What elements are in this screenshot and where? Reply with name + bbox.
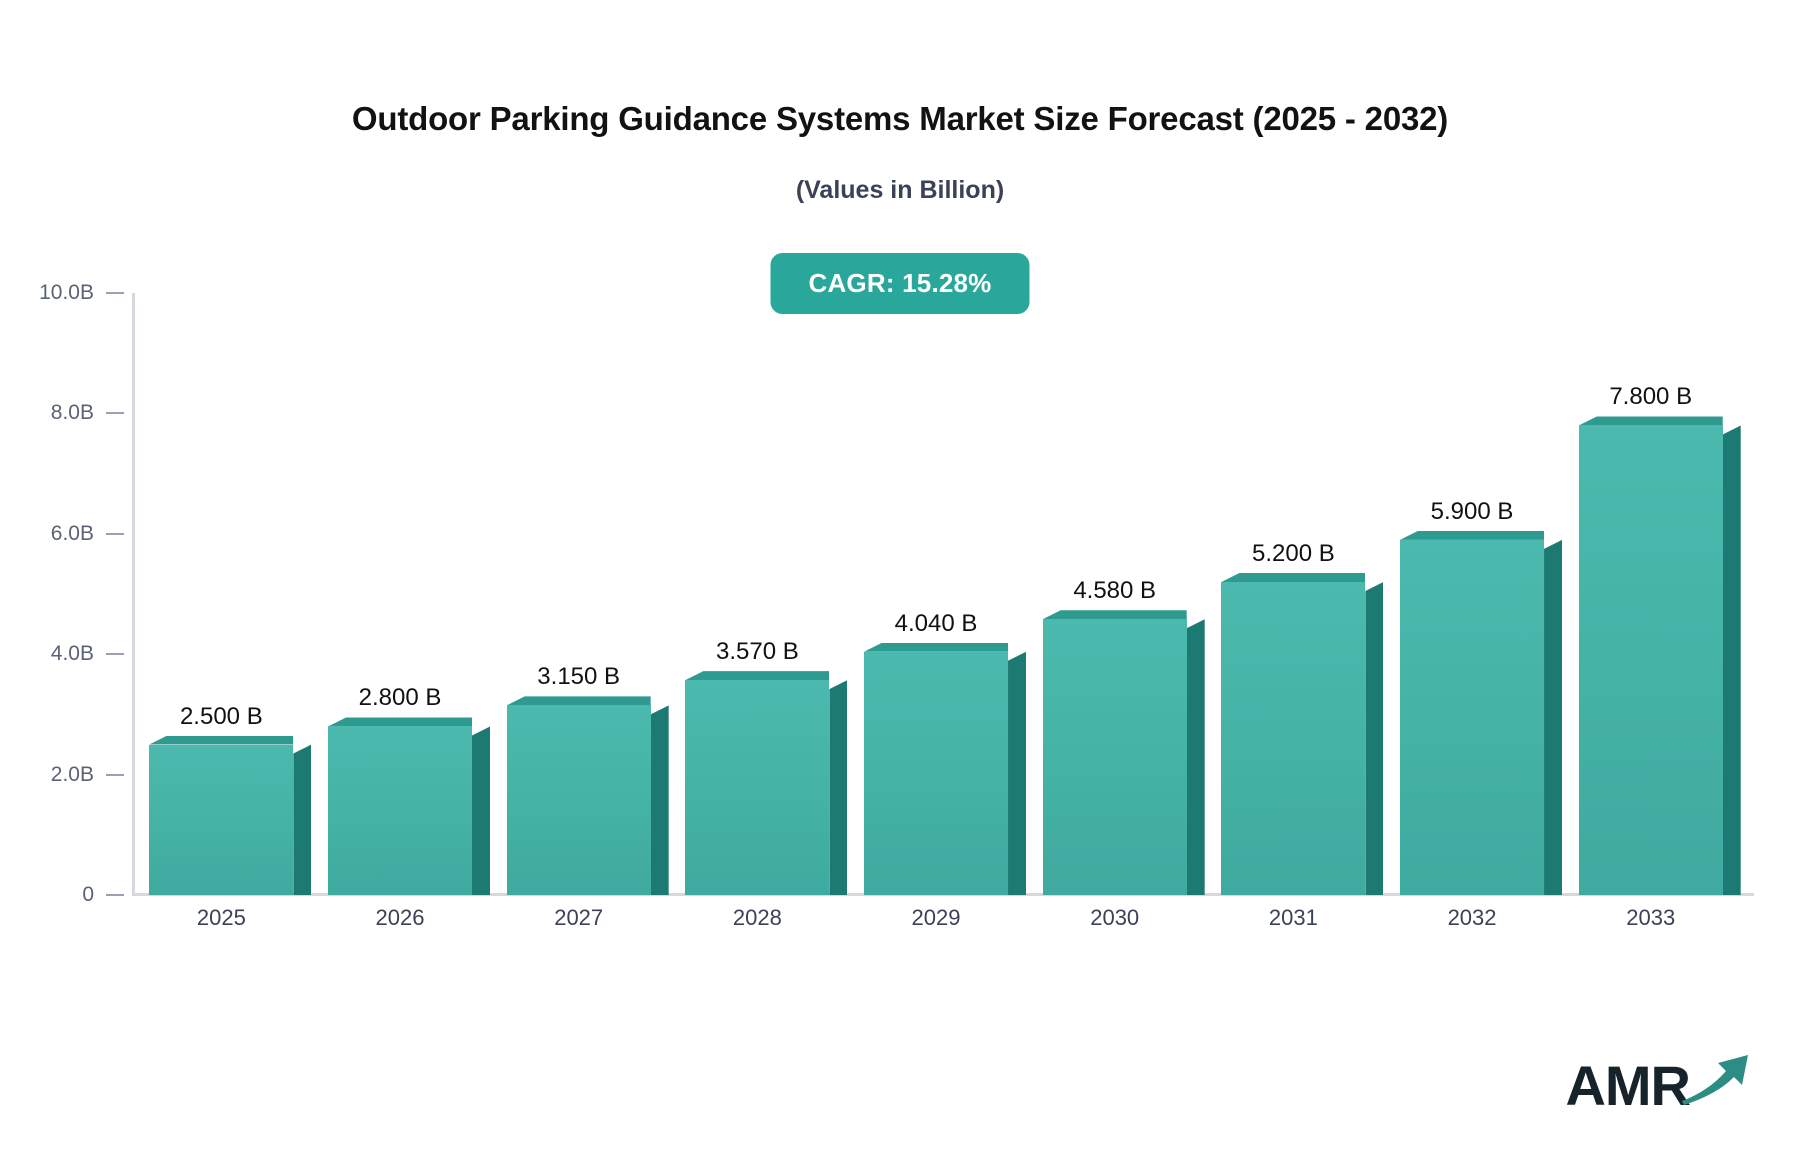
bar-value-label: 5.200 B [1251,539,1335,567]
bar-top-face [1042,610,1187,620]
x-axis-tick-label: 2029 [911,905,961,930]
plot-area: 0 2.0B 4.0B 6.0B 8.0B 10.0B 2.500 B 2.800 B 3.1… [39,281,1741,906]
bar-slot: 5.900 B [1383,293,1563,895]
bar-side-face [650,705,669,895]
x-axis-tick-label: 2026 [375,905,425,930]
bar-side-face [472,726,490,895]
y-axis-tick-mark [106,653,124,656]
bar-side-face [829,680,848,895]
bar-front-face [1221,572,1384,895]
y-axis-tick-label: 4.0B [50,642,94,666]
bar-value-label: 7.800 B [1609,383,1693,411]
bar-top-face [506,696,651,706]
bar[interactable]: 3.570 B [685,638,848,895]
bar-slot: 3.570 B [668,293,848,895]
bar[interactable]: 2.800 B [328,684,490,895]
page-title: Outdoor Parking Guidance Systems Market … [351,100,1449,137]
y-axis-tick-mark [106,292,124,294]
y-axis-tick: 8.0B [18,401,132,425]
bar-value-label: 2.500 B [179,702,263,730]
y-axis-tick-mark [106,412,124,415]
bar-top-face [149,735,294,745]
cagr-badge: CAGR: 15.28% [770,253,1030,314]
y-axis-tick: 10.0B [18,281,132,305]
bar-front-face [1042,610,1205,895]
bar-side-face [1722,425,1741,895]
y-axis-tick-label: 8.0B [50,401,94,425]
bar[interactable]: 5.900 B [1400,498,1563,895]
y-axis-tick-mark [106,773,124,776]
y-axis-tick-label: 0 [82,883,94,906]
bar-front-face [506,696,669,895]
bar-side-face [1008,651,1027,895]
bar-side-face [1544,539,1563,895]
bar-series: 2.500 B 2.800 B 3.150 B 3.570 B 4.040 B 4.580… [132,293,1741,895]
bar-front-face [328,717,490,895]
bar[interactable]: 7.800 B [1578,383,1741,895]
x-axis-tick-label: 2031 [1268,905,1318,930]
y-axis-tick-label: 6.0B [50,521,94,545]
x-axis-tick-label: 2027 [554,905,604,930]
bar-slot: 3.150 B [489,293,669,895]
bar-slot: 2.500 B [132,293,312,895]
y-axis-tick: 2.0B [18,763,132,787]
y-axis-tick-label: 10.0B [39,281,94,304]
bar-slot: 7.800 B [1561,293,1741,895]
y-axis-line [132,293,135,895]
bar[interactable]: 4.580 B [1042,577,1205,895]
chart-subtitle: (Values in Billion) [795,176,1005,204]
y-axis-tick-label: 2.0B [50,762,94,786]
y-axis-tick-mark [106,894,124,896]
amr-logo: AMR [1565,1049,1752,1114]
bar-front-face [685,671,848,895]
bar-value-label: 4.040 B [894,609,978,637]
x-axis-tick-label: 2032 [1447,905,1497,930]
bar-side-face [1186,619,1205,895]
bar-side-face [293,744,312,895]
bar[interactable]: 5.200 B [1221,540,1384,895]
y-axis-tick: 6.0B [18,522,132,546]
bar-front-face [1578,416,1741,895]
bar-value-label: 2.800 B [358,684,442,712]
x-axis-tick-label: 2030 [1090,905,1140,930]
trending-up-arrow-icon [1680,1049,1752,1112]
bar-slot: 5.200 B [1204,293,1384,895]
bar-front-face [864,642,1027,895]
x-axis-tick-label: 2033 [1626,905,1676,930]
y-axis-tick: 0 [18,883,132,907]
bar-front-face [149,735,312,895]
x-axis-tick-label: 2025 [196,905,246,930]
bar-top-face [1578,416,1723,426]
bar-value-label: 5.900 B [1430,497,1514,525]
bar-value-label: 3.150 B [537,663,621,691]
bar[interactable]: 2.500 B [149,703,312,895]
bar-top-face [1221,572,1366,582]
bar[interactable]: 3.150 B [506,663,669,895]
y-axis-tick: 4.0B [18,642,132,666]
y-axis-tick-mark [106,532,124,535]
bar-top-face [328,717,472,727]
bar-top-face [685,671,830,681]
bar-slot: 4.580 B [1025,293,1205,895]
bar-top-face [1400,530,1545,540]
bar-value-label: 3.570 B [715,638,799,666]
amr-logo-text: AMR [1565,1054,1691,1117]
bar-front-face [1400,530,1563,895]
bar-value-label: 4.580 B [1073,577,1157,605]
bar-slot: 2.800 B [311,293,490,895]
bar-slot: 4.040 B [847,293,1027,895]
bar-side-face [1365,581,1384,895]
x-axis-tick-label: 2028 [732,905,782,930]
bar-top-face [864,642,1009,652]
x-axis-labels: 2025 2026 2027 2028 2029 2030 2031 2032 2033 [132,905,1740,931]
bar[interactable]: 4.040 B [864,610,1027,895]
